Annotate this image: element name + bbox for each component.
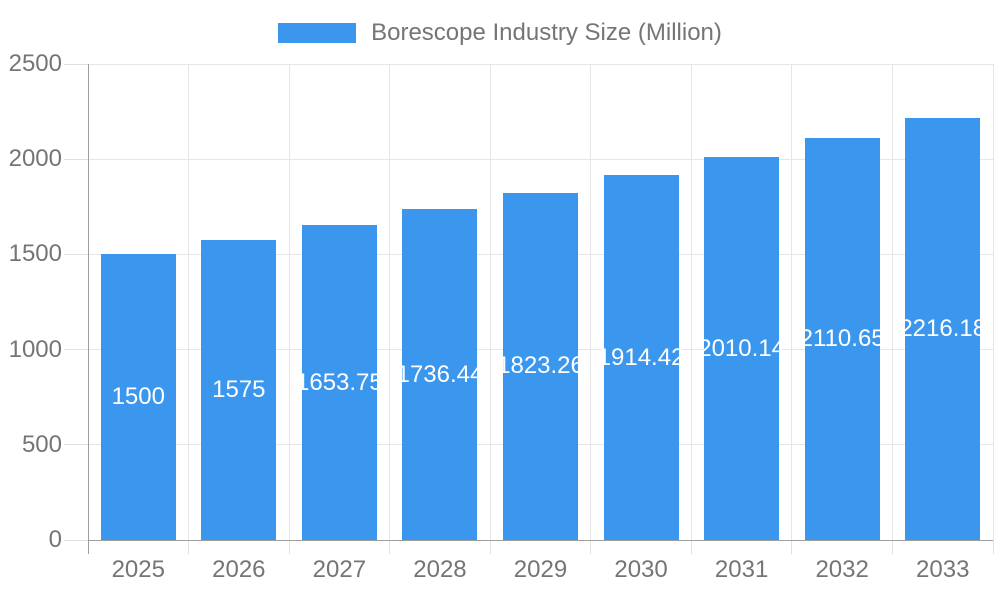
bar-2033[interactable] xyxy=(905,118,981,540)
x-axis-line xyxy=(88,539,993,541)
y-tick-mark xyxy=(64,444,88,446)
y-tick-label: 1000 xyxy=(8,335,62,363)
legend[interactable]: Borescope Industry Size (Million) xyxy=(0,18,1000,48)
x-tick-mark xyxy=(288,540,290,554)
bar-value-label: 1914.42 xyxy=(597,343,685,371)
legend-label: Borescope Industry Size (Million) xyxy=(371,19,722,46)
x-tick-mark xyxy=(590,540,592,554)
x-gridline xyxy=(891,64,893,540)
x-gridline xyxy=(992,64,994,540)
y-tick-mark xyxy=(64,539,88,541)
bar-value-label: 2110.65 xyxy=(799,325,885,353)
x-tick-mark xyxy=(690,540,692,554)
bar-2025[interactable] xyxy=(100,254,176,540)
x-tick-mark xyxy=(188,540,190,554)
x-gridline xyxy=(690,64,692,540)
bar-2026[interactable] xyxy=(201,240,277,540)
y-tick-label: 500 xyxy=(21,430,62,458)
x-gridline xyxy=(590,64,592,540)
x-gridline xyxy=(188,64,190,540)
x-tick-label: 2033 xyxy=(916,556,970,583)
bar-2032[interactable] xyxy=(804,138,880,540)
x-tick-label: 2027 xyxy=(312,556,367,583)
x-tick-mark xyxy=(992,540,994,554)
x-tick-label: 2032 xyxy=(815,556,869,583)
y-tick-mark xyxy=(64,63,88,65)
y-tick-label: 1500 xyxy=(8,240,62,268)
y-tick-mark xyxy=(64,253,88,255)
bar-value-label: 1823.26 xyxy=(497,352,584,380)
x-tick-label: 2030 xyxy=(614,556,668,583)
x-gridline xyxy=(389,64,391,540)
x-gridline xyxy=(288,64,290,540)
x-tick-mark xyxy=(791,540,793,554)
bar-2031[interactable] xyxy=(704,157,780,540)
bar-2030[interactable] xyxy=(603,175,679,540)
bar-2029[interactable] xyxy=(503,192,578,540)
bar-value-label: 2216.18 xyxy=(899,315,987,343)
x-tick-mark xyxy=(389,540,391,554)
y-tick-label: 2500 xyxy=(8,50,62,77)
y-gridline xyxy=(88,63,993,65)
bar-value-label: 1736.44 xyxy=(396,360,484,388)
x-gridline xyxy=(791,64,793,540)
bar-value-label: 1653.75 xyxy=(295,368,383,396)
x-tick-label: 2026 xyxy=(212,556,266,583)
bar-2028[interactable] xyxy=(402,209,478,540)
x-gridline xyxy=(489,64,491,540)
x-tick-mark xyxy=(489,540,491,554)
x-tick-label: 2028 xyxy=(413,556,467,583)
y-tick-label: 2000 xyxy=(8,145,62,173)
y-gridline xyxy=(88,158,993,160)
x-tick-mark xyxy=(891,540,893,554)
bar-value-label: 2010.14 xyxy=(698,334,785,362)
bar-value-label: 1575 xyxy=(212,376,266,404)
legend-swatch xyxy=(278,23,357,43)
x-tick-label: 2031 xyxy=(714,556,769,583)
x-tick-label: 2029 xyxy=(513,556,568,583)
y-tick-mark xyxy=(64,158,88,160)
y-tick-mark xyxy=(64,349,88,351)
bar-2027[interactable] xyxy=(301,225,377,540)
x-tick-label: 2025 xyxy=(111,556,165,583)
y-axis-line xyxy=(87,64,89,554)
y-tick-label: 0 xyxy=(48,526,62,553)
bar-value-label: 1500 xyxy=(111,383,165,411)
